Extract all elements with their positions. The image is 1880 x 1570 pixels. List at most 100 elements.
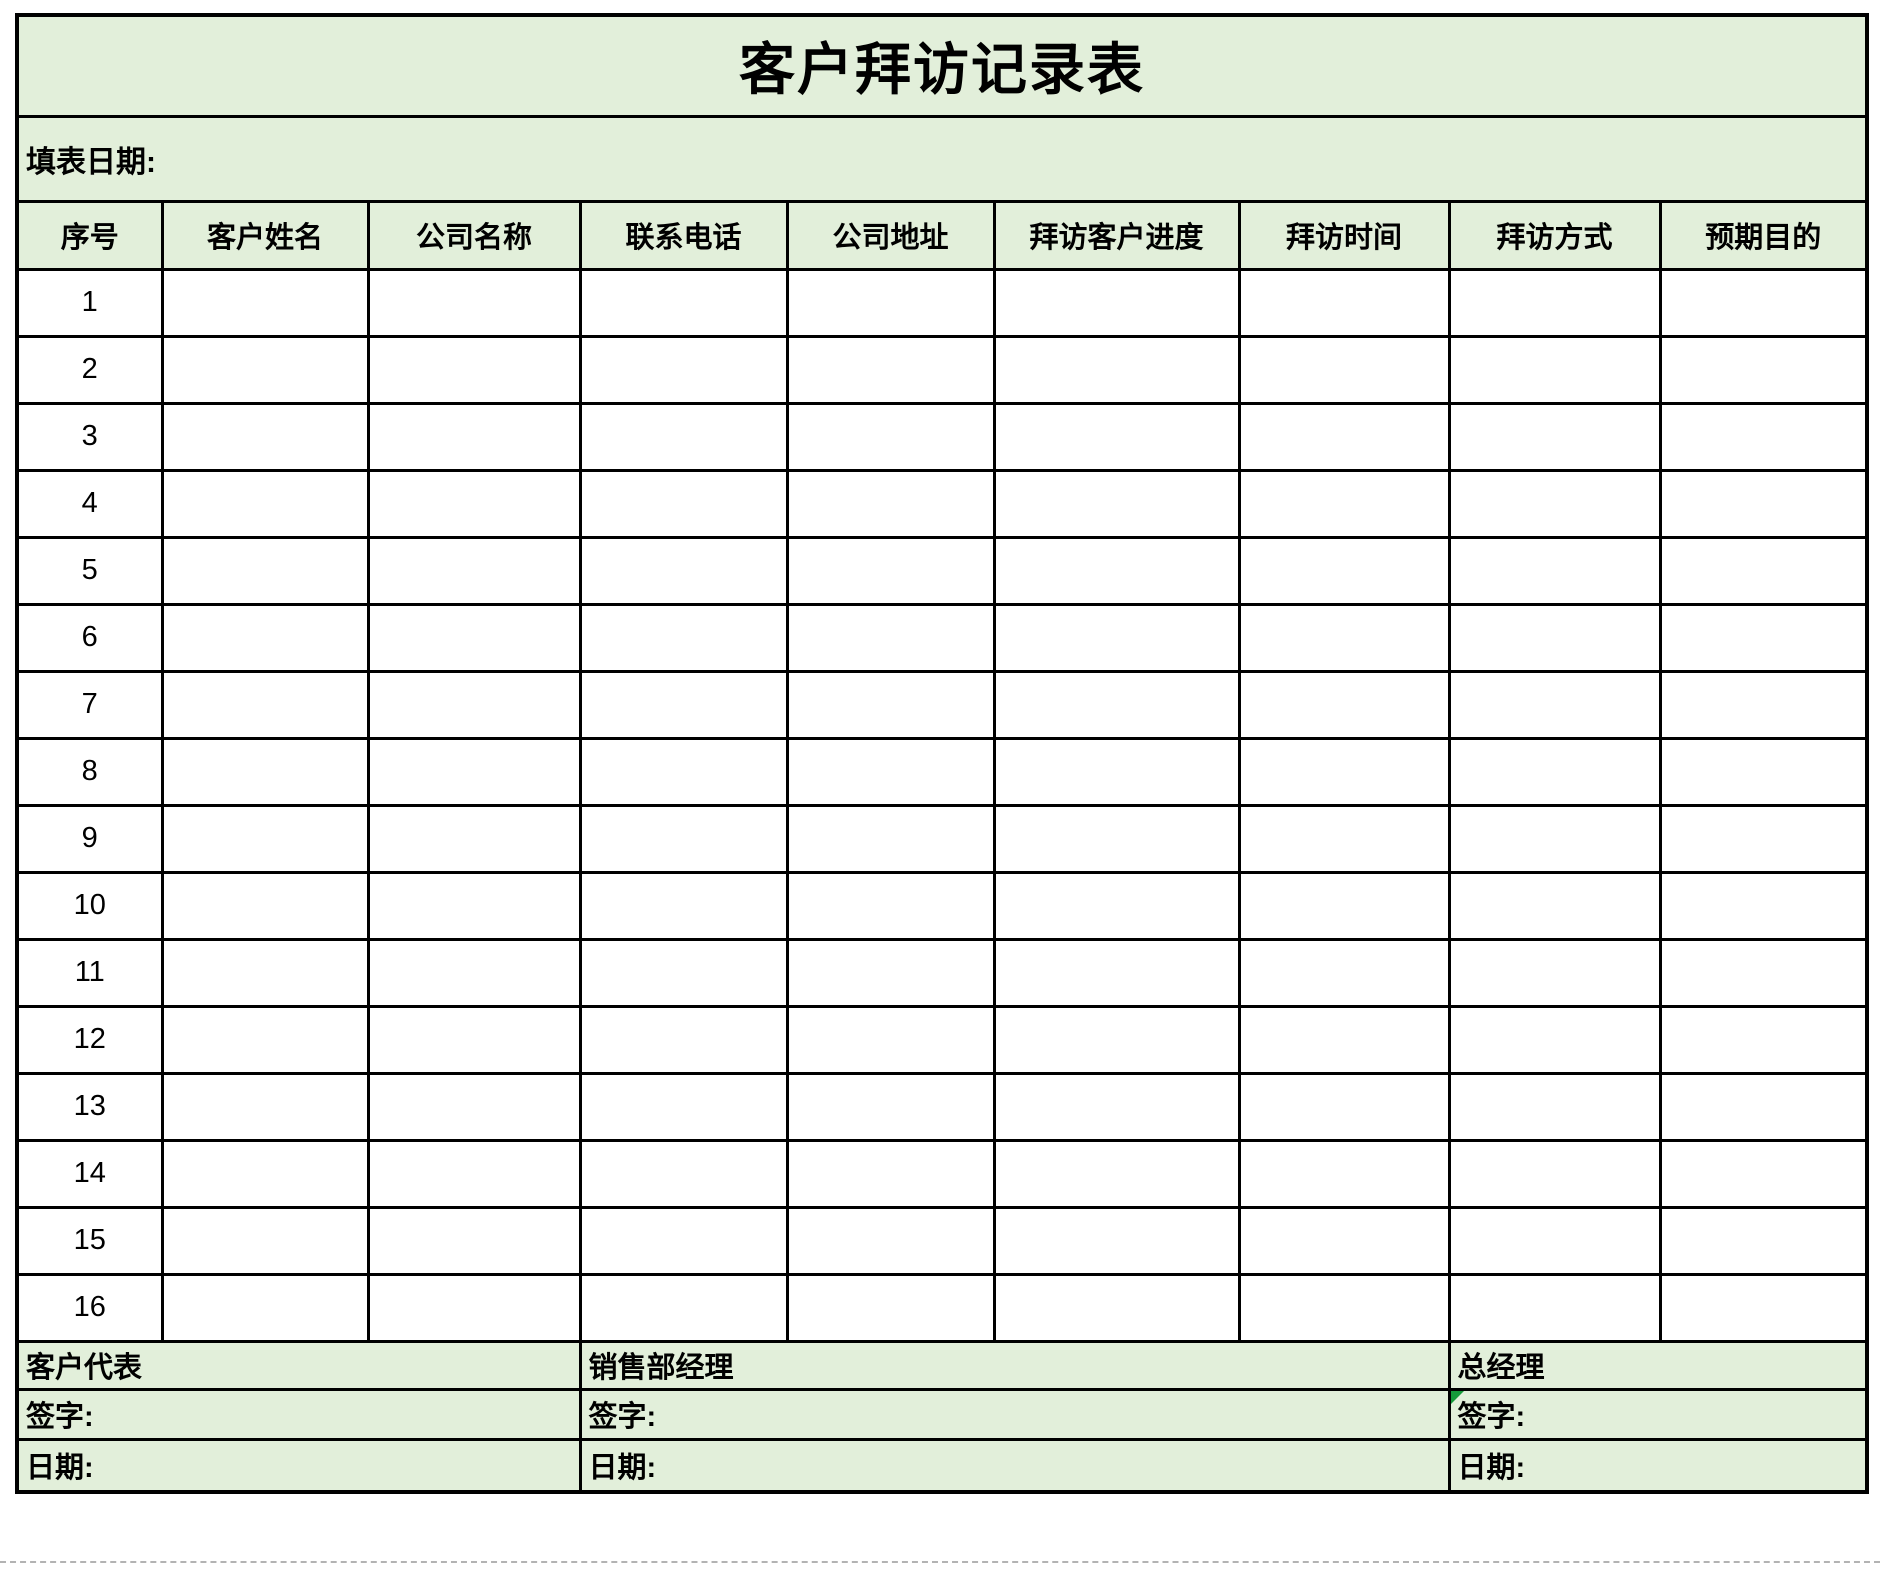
- data-cell[interactable]: [366, 468, 582, 539]
- data-cell[interactable]: [578, 267, 789, 338]
- data-cell[interactable]: [366, 267, 582, 338]
- data-cell[interactable]: [1447, 1272, 1662, 1343]
- data-cell[interactable]: [992, 401, 1241, 472]
- data-cell[interactable]: [366, 401, 582, 472]
- data-cell[interactable]: [785, 468, 996, 539]
- data-cell[interactable]: [992, 535, 1241, 606]
- data-cell[interactable]: [160, 937, 370, 1008]
- data-cell[interactable]: [992, 1071, 1241, 1142]
- data-cell[interactable]: [578, 468, 789, 539]
- data-cell[interactable]: [1447, 1071, 1662, 1142]
- data-cell[interactable]: [366, 736, 582, 807]
- data-cell[interactable]: [992, 267, 1241, 338]
- data-cell[interactable]: [785, 1071, 996, 1142]
- data-cell[interactable]: [1658, 803, 1869, 874]
- data-cell[interactable]: [366, 870, 582, 941]
- data-cell[interactable]: [1237, 602, 1451, 673]
- data-cell[interactable]: [1658, 1004, 1869, 1075]
- data-cell[interactable]: [578, 1138, 789, 1209]
- data-cell[interactable]: [578, 401, 789, 472]
- data-cell[interactable]: [1658, 334, 1869, 405]
- data-cell[interactable]: [1447, 803, 1662, 874]
- data-cell[interactable]: [1447, 669, 1662, 740]
- data-cell[interactable]: [992, 1272, 1241, 1343]
- data-cell[interactable]: [160, 602, 370, 673]
- data-cell[interactable]: [1237, 736, 1451, 807]
- data-cell[interactable]: [785, 937, 996, 1008]
- data-cell[interactable]: [366, 1272, 582, 1343]
- data-cell[interactable]: [1237, 468, 1451, 539]
- data-cell[interactable]: [160, 401, 370, 472]
- data-cell[interactable]: [160, 1205, 370, 1276]
- data-cell[interactable]: [160, 870, 370, 941]
- data-cell[interactable]: [785, 267, 996, 338]
- data-cell[interactable]: [160, 803, 370, 874]
- data-cell[interactable]: [1658, 1138, 1869, 1209]
- data-cell[interactable]: [1658, 736, 1869, 807]
- data-cell[interactable]: [1658, 870, 1869, 941]
- data-cell[interactable]: [366, 1138, 582, 1209]
- data-cell[interactable]: [578, 937, 789, 1008]
- data-cell[interactable]: [1237, 937, 1451, 1008]
- data-cell[interactable]: [1447, 937, 1662, 1008]
- data-cell[interactable]: [1447, 870, 1662, 941]
- data-cell[interactable]: [1237, 1004, 1451, 1075]
- data-cell[interactable]: [366, 803, 582, 874]
- data-cell[interactable]: [992, 334, 1241, 405]
- data-cell[interactable]: [1658, 669, 1869, 740]
- data-cell[interactable]: [992, 1004, 1241, 1075]
- date-cell-customer-rep[interactable]: 日期:: [15, 1437, 582, 1494]
- signature-cell-sales-manager[interactable]: 签字:: [578, 1387, 1451, 1441]
- data-cell[interactable]: [992, 669, 1241, 740]
- data-cell[interactable]: [1237, 535, 1451, 606]
- data-cell[interactable]: [1447, 736, 1662, 807]
- data-cell[interactable]: [1237, 1138, 1451, 1209]
- data-cell[interactable]: [785, 736, 996, 807]
- data-cell[interactable]: [785, 803, 996, 874]
- data-cell[interactable]: [366, 1071, 582, 1142]
- data-cell[interactable]: [1658, 535, 1869, 606]
- data-cell[interactable]: [785, 1138, 996, 1209]
- data-cell[interactable]: [785, 401, 996, 472]
- data-cell[interactable]: [1237, 870, 1451, 941]
- data-cell[interactable]: [785, 602, 996, 673]
- data-cell[interactable]: [1237, 1205, 1451, 1276]
- data-cell[interactable]: [578, 334, 789, 405]
- data-cell[interactable]: [1658, 1071, 1869, 1142]
- data-cell[interactable]: [578, 535, 789, 606]
- data-cell[interactable]: [1658, 602, 1869, 673]
- data-cell[interactable]: [785, 1205, 996, 1276]
- data-cell[interactable]: [1658, 937, 1869, 1008]
- data-cell[interactable]: [160, 736, 370, 807]
- data-cell[interactable]: [578, 1205, 789, 1276]
- data-cell[interactable]: [1237, 334, 1451, 405]
- data-cell[interactable]: [366, 937, 582, 1008]
- data-cell[interactable]: [1237, 1272, 1451, 1343]
- data-cell[interactable]: [992, 602, 1241, 673]
- data-cell[interactable]: [992, 1138, 1241, 1209]
- data-cell[interactable]: [160, 267, 370, 338]
- data-cell[interactable]: [992, 937, 1241, 1008]
- data-cell[interactable]: [785, 1272, 996, 1343]
- data-cell[interactable]: [785, 1004, 996, 1075]
- data-cell[interactable]: [785, 870, 996, 941]
- data-cell[interactable]: [1658, 1272, 1869, 1343]
- data-cell[interactable]: [992, 803, 1241, 874]
- data-cell[interactable]: [1658, 1205, 1869, 1276]
- data-cell[interactable]: [160, 535, 370, 606]
- data-cell[interactable]: [366, 334, 582, 405]
- data-cell[interactable]: [1447, 1205, 1662, 1276]
- data-cell[interactable]: [992, 468, 1241, 539]
- data-cell[interactable]: [578, 669, 789, 740]
- date-cell-sales-manager[interactable]: 日期:: [578, 1437, 1451, 1494]
- data-cell[interactable]: [578, 1004, 789, 1075]
- data-cell[interactable]: [160, 1071, 370, 1142]
- data-cell[interactable]: [1447, 535, 1662, 606]
- data-cell[interactable]: [1658, 468, 1869, 539]
- data-cell[interactable]: [160, 1272, 370, 1343]
- data-cell[interactable]: [992, 736, 1241, 807]
- data-cell[interactable]: [1658, 401, 1869, 472]
- data-cell[interactable]: [160, 468, 370, 539]
- signature-cell-general-manager[interactable]: 签字:: [1447, 1387, 1869, 1441]
- data-cell[interactable]: [992, 1205, 1241, 1276]
